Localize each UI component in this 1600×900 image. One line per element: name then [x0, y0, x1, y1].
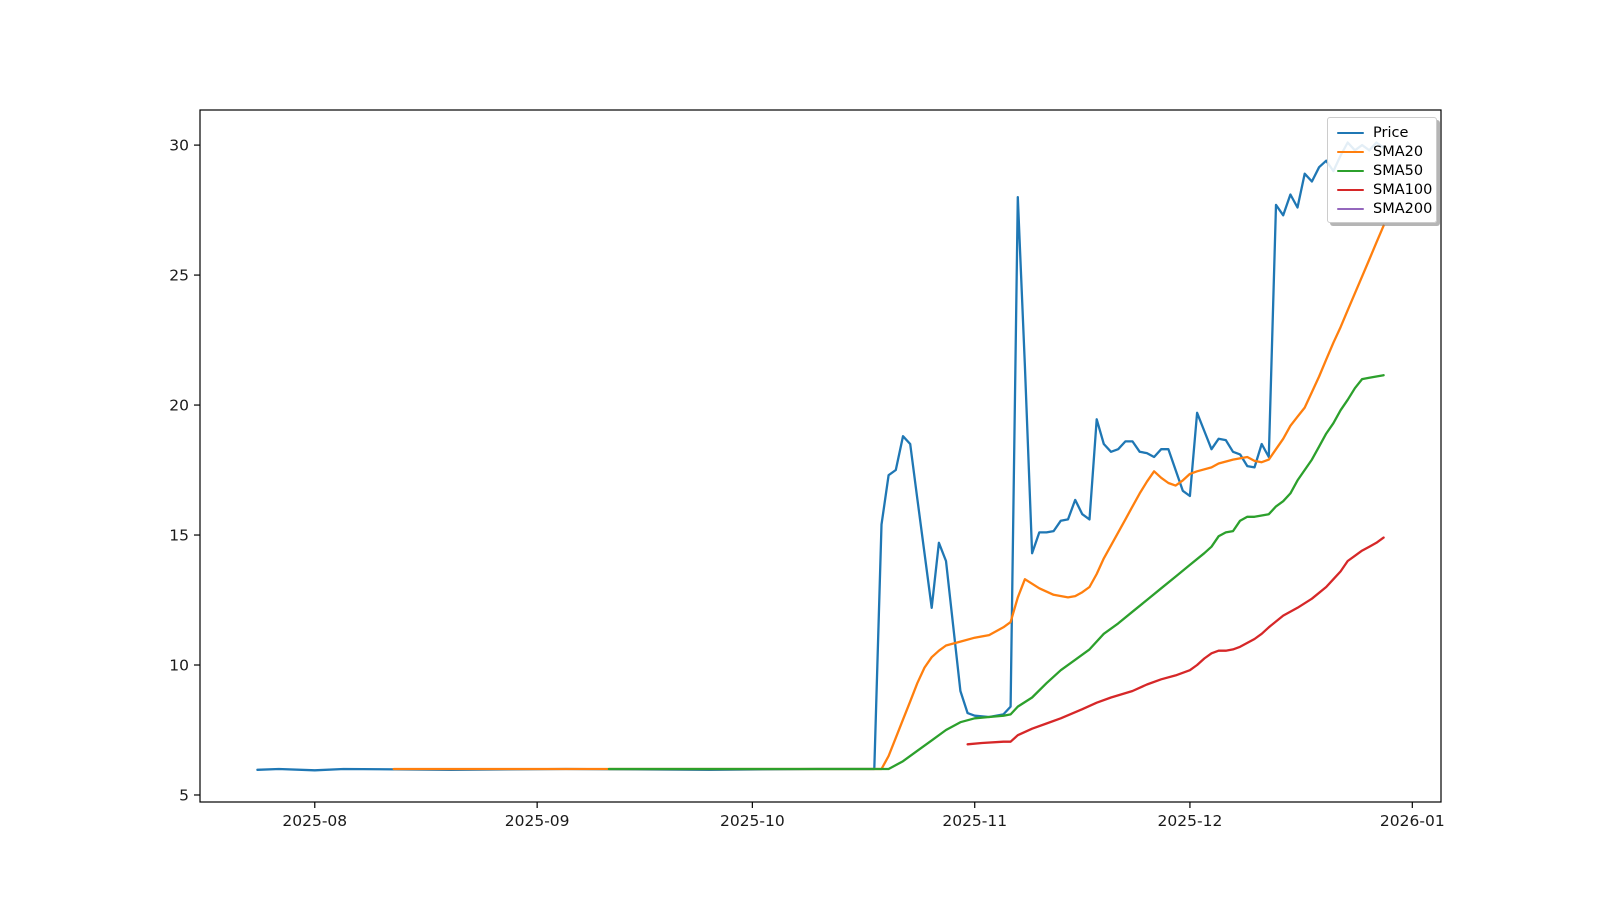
- legend-label: SMA20: [1373, 144, 1424, 160]
- series-line-sma20: [392, 224, 1385, 771]
- y-axis: 5 10 15 20 25 30: [169, 137, 200, 804]
- x-tick-label: 2025-10: [720, 812, 785, 830]
- legend-item-sma50: SMA50: [1337, 162, 1428, 180]
- legend-label: SMA50: [1373, 163, 1424, 179]
- x-tick-label: 2025-12: [1158, 812, 1223, 830]
- series-lines: [256, 141, 1385, 772]
- x-tick-label: 2026-01: [1380, 812, 1445, 830]
- y-tick-label: 25: [169, 267, 189, 285]
- plot-frame: [199, 109, 1442, 803]
- y-tick-label: 20: [169, 397, 189, 415]
- series-line-sma100: [966, 536, 1385, 746]
- y-tick-label: 10: [169, 657, 189, 675]
- y-tick-label: 30: [169, 137, 189, 155]
- legend-line-swatch-price: [1337, 131, 1364, 135]
- legend-line-swatch-sma100: [1337, 188, 1364, 192]
- legend-label: SMA200: [1373, 201, 1433, 217]
- x-tick-label: 2025-11: [942, 812, 1007, 830]
- x-tick-label: 2025-08: [282, 812, 347, 830]
- y-tick-label: 15: [169, 527, 189, 545]
- legend-item-sma20: SMA20: [1337, 143, 1428, 161]
- x-tick-label: 2025-09: [505, 812, 570, 830]
- legend-label: SMA100: [1373, 182, 1433, 198]
- legend: Price SMA20 SMA50 SMA100 SMA200: [1327, 117, 1437, 223]
- legend-line-swatch-sma200: [1337, 207, 1364, 211]
- series-line-sma50: [607, 374, 1385, 771]
- legend-label: Price: [1373, 125, 1409, 141]
- legend-line-swatch-sma50: [1337, 169, 1364, 173]
- legend-item-sma100: SMA100: [1337, 181, 1432, 199]
- legend-item-sma200: SMA200: [1337, 200, 1432, 218]
- legend-line-swatch-sma20: [1337, 150, 1364, 154]
- y-tick-label: 5: [179, 786, 189, 804]
- x-axis: 2025-08 2025-09 2025-10 2025-11 2025-12 2026-…: [282, 802, 1445, 830]
- series-line-price: [256, 141, 1385, 772]
- legend-item-price: Price: [1337, 124, 1428, 142]
